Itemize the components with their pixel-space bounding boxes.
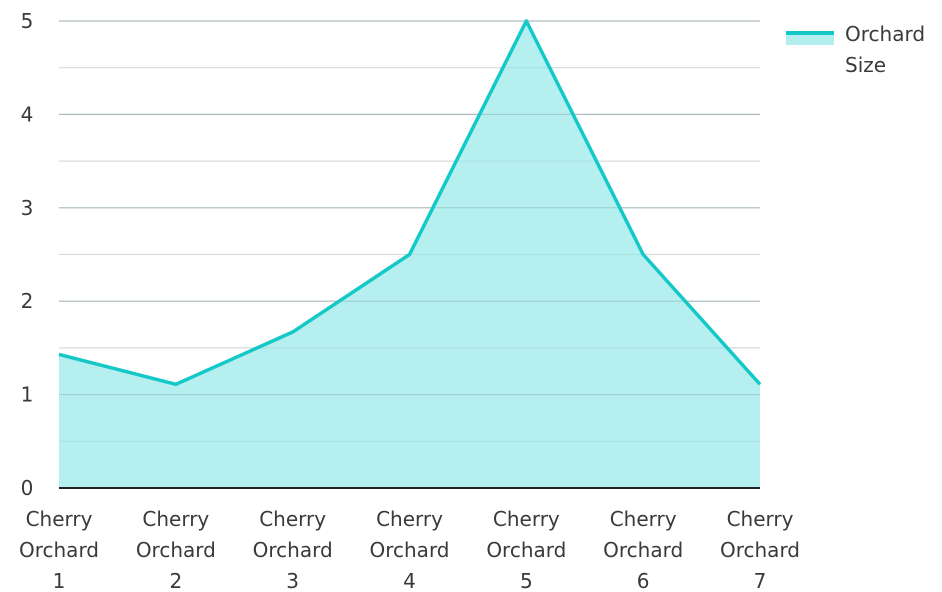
y-tick-label: 3 (21, 196, 34, 220)
x-tick-label: Cherry Orchard 4 (369, 507, 449, 592)
x-axis-tick-labels: Cherry Orchard 1 Cherry Orchard 2 Cherry Orchar… (19, 507, 800, 592)
x-tick-label: Cherry Orchard 6 (603, 507, 683, 592)
x-tick-label: Cherry Orchard 2 (136, 507, 216, 592)
y-axis-tick-labels: 0 1 2 3 4 5 (21, 9, 34, 500)
y-tick-label: 0 (21, 476, 34, 500)
x-tick-label: Cherry Orchard 3 (253, 507, 333, 592)
legend: Orchard Size (786, 22, 925, 77)
y-tick-label: 4 (21, 102, 34, 126)
x-tick-label: Cherry Orchard 7 (720, 507, 800, 592)
series-area (58, 19, 762, 488)
legend-swatch (786, 33, 834, 45)
y-tick-label: 1 (21, 383, 34, 407)
y-tick-label: 5 (21, 9, 34, 33)
x-tick-label: Cherry Orchard 1 (19, 507, 99, 592)
x-tick-label: Cherry Orchard 5 (486, 507, 566, 592)
y-tick-label: 2 (21, 289, 34, 313)
legend-label: Orchard Size (845, 22, 925, 77)
